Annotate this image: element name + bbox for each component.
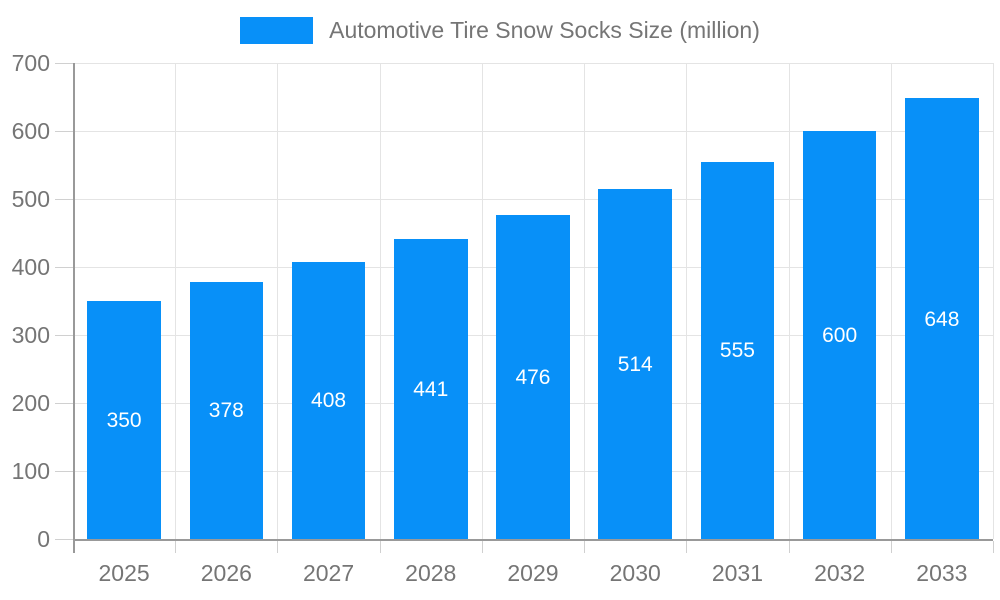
v-gridline xyxy=(891,63,892,539)
y-axis-tick xyxy=(55,539,73,540)
bar-value-label: 600 xyxy=(822,324,858,347)
y-tick-label: 700 xyxy=(11,50,50,76)
bar-value-label: 514 xyxy=(617,353,653,377)
y-axis-tick xyxy=(55,63,73,64)
y-tick-label: 500 xyxy=(11,186,50,212)
x-axis-line xyxy=(73,539,993,541)
v-gridline xyxy=(175,63,176,539)
x-tick-label: 2031 xyxy=(711,560,764,586)
bar[interactable] xyxy=(700,161,775,539)
legend-swatch-icon xyxy=(240,16,314,44)
bar-value-label: 648 xyxy=(924,307,960,331)
bar[interactable] xyxy=(905,98,979,539)
y-axis-tick xyxy=(55,199,73,200)
v-gridline xyxy=(584,63,585,539)
y-tick-label: 600 xyxy=(11,118,50,144)
bar-value-label: 441 xyxy=(413,378,449,402)
h-gridline xyxy=(73,63,993,64)
y-axis-tick xyxy=(55,471,73,472)
y-axis-tick xyxy=(55,335,73,336)
y-tick-label: 300 xyxy=(11,322,50,348)
legend-label: Automotive Tire Snow Socks Size (million… xyxy=(329,16,760,43)
bar[interactable] xyxy=(598,189,673,539)
bar-value-label: 555 xyxy=(719,339,755,363)
legend[interactable]: Automotive Tire Snow Socks Size (million… xyxy=(0,13,1000,47)
x-axis-tick xyxy=(993,541,994,553)
h-gridline xyxy=(73,199,993,200)
v-gridline xyxy=(686,63,687,539)
x-tick-label: 2033 xyxy=(916,560,968,586)
x-axis-tick xyxy=(891,541,892,553)
y-axis-tick xyxy=(55,403,73,404)
v-gridline xyxy=(789,63,790,539)
x-axis-tick xyxy=(584,541,585,553)
y-axis-tick xyxy=(55,267,73,268)
bar[interactable] xyxy=(87,301,161,539)
bar-value-label: 350 xyxy=(106,409,142,432)
x-tick-label: 2025 xyxy=(98,560,150,586)
bar[interactable] xyxy=(496,215,570,539)
bar[interactable] xyxy=(393,239,468,539)
bar-value-label: 476 xyxy=(515,366,551,390)
x-axis-tick xyxy=(789,541,790,553)
x-axis-tick xyxy=(380,541,381,553)
x-axis-tick xyxy=(686,541,687,553)
x-tick-label: 2030 xyxy=(609,560,661,586)
x-tick-label: 2032 xyxy=(814,560,866,586)
v-gridline xyxy=(380,63,381,539)
x-tick-label: 2027 xyxy=(302,560,355,586)
x-axis-tick xyxy=(482,541,483,553)
y-axis-tick xyxy=(55,131,73,132)
v-gridline xyxy=(277,63,278,539)
y-tick-label: 400 xyxy=(11,254,50,280)
x-tick-label: 2029 xyxy=(507,560,559,586)
bar-value-label: 408 xyxy=(311,389,347,413)
h-gridline xyxy=(73,131,993,132)
bar[interactable] xyxy=(802,131,877,539)
x-axis-tick xyxy=(277,541,278,553)
v-gridline xyxy=(993,63,994,539)
y-tick-label: 200 xyxy=(11,390,50,416)
y-axis-line xyxy=(73,63,75,553)
x-tick-label: 2026 xyxy=(200,560,252,586)
y-tick-label: 100 xyxy=(11,458,50,484)
v-gridline xyxy=(482,63,483,539)
bar[interactable] xyxy=(291,261,366,539)
y-tick-label: 0 xyxy=(37,526,50,552)
x-tick-label: 2028 xyxy=(405,560,457,586)
x-axis-tick xyxy=(175,541,176,553)
bar[interactable] xyxy=(189,281,264,539)
bar-value-label: 378 xyxy=(208,399,244,423)
